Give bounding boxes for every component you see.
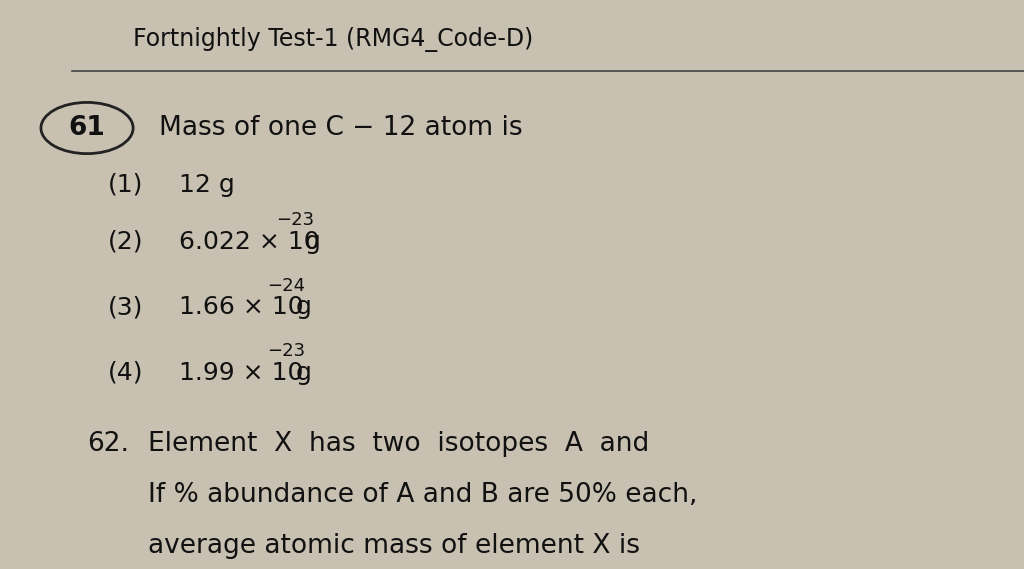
- Text: −23: −23: [276, 211, 314, 229]
- Text: Element  X  has  two  isotopes  A  and: Element X has two isotopes A and: [148, 431, 650, 457]
- Text: 6.022 × 10: 6.022 × 10: [179, 230, 319, 254]
- Text: 1.66 × 10: 1.66 × 10: [179, 295, 304, 319]
- Text: 1.99 × 10: 1.99 × 10: [179, 361, 303, 385]
- Text: 12 g: 12 g: [179, 173, 234, 197]
- Text: g: g: [305, 230, 321, 254]
- Text: If % abundance of A and B are 50% each,: If % abundance of A and B are 50% each,: [148, 482, 698, 508]
- Text: −24: −24: [266, 277, 305, 295]
- Text: −23: −23: [266, 342, 305, 360]
- Text: (1): (1): [108, 173, 143, 197]
- Text: 61: 61: [69, 115, 105, 141]
- Text: average atomic mass of element X is: average atomic mass of element X is: [148, 533, 640, 559]
- Text: (3): (3): [108, 295, 143, 319]
- Text: (2): (2): [108, 230, 143, 254]
- Text: Mass of one C − 12 atom is: Mass of one C − 12 atom is: [159, 115, 522, 141]
- Text: (4): (4): [108, 361, 143, 385]
- Text: Fortnightly Test-1 (RMG4_Code-D): Fortnightly Test-1 (RMG4_Code-D): [133, 27, 534, 52]
- Text: g: g: [295, 361, 311, 385]
- Text: 62.: 62.: [87, 431, 129, 457]
- Text: g: g: [295, 295, 311, 319]
